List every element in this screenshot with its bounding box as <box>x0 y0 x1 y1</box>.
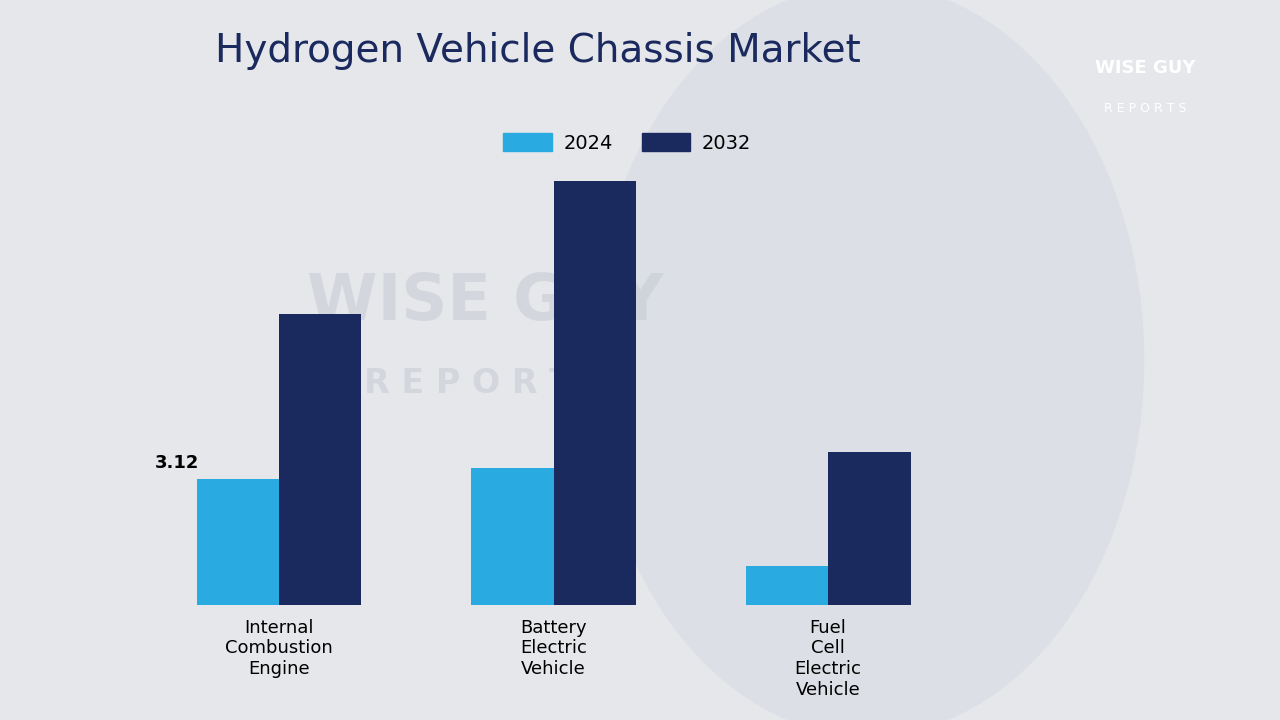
Text: 3.12: 3.12 <box>155 454 200 472</box>
Legend: 2024, 2032: 2024, 2032 <box>495 126 759 161</box>
Bar <box>197 479 279 605</box>
Text: Hydrogen Vehicle Chassis Market: Hydrogen Vehicle Chassis Market <box>215 32 860 71</box>
Bar <box>746 567 828 605</box>
Bar <box>471 468 554 605</box>
Text: R E P O R T S: R E P O R T S <box>1103 102 1187 115</box>
Ellipse shape <box>591 0 1144 720</box>
Bar <box>828 451 910 605</box>
Text: WISE GUY: WISE GUY <box>1094 59 1196 77</box>
Bar <box>554 181 636 605</box>
Bar <box>279 315 361 605</box>
Text: R E P O R T S: R E P O R T S <box>364 366 607 400</box>
Text: WISE GUY: WISE GUY <box>307 271 664 333</box>
